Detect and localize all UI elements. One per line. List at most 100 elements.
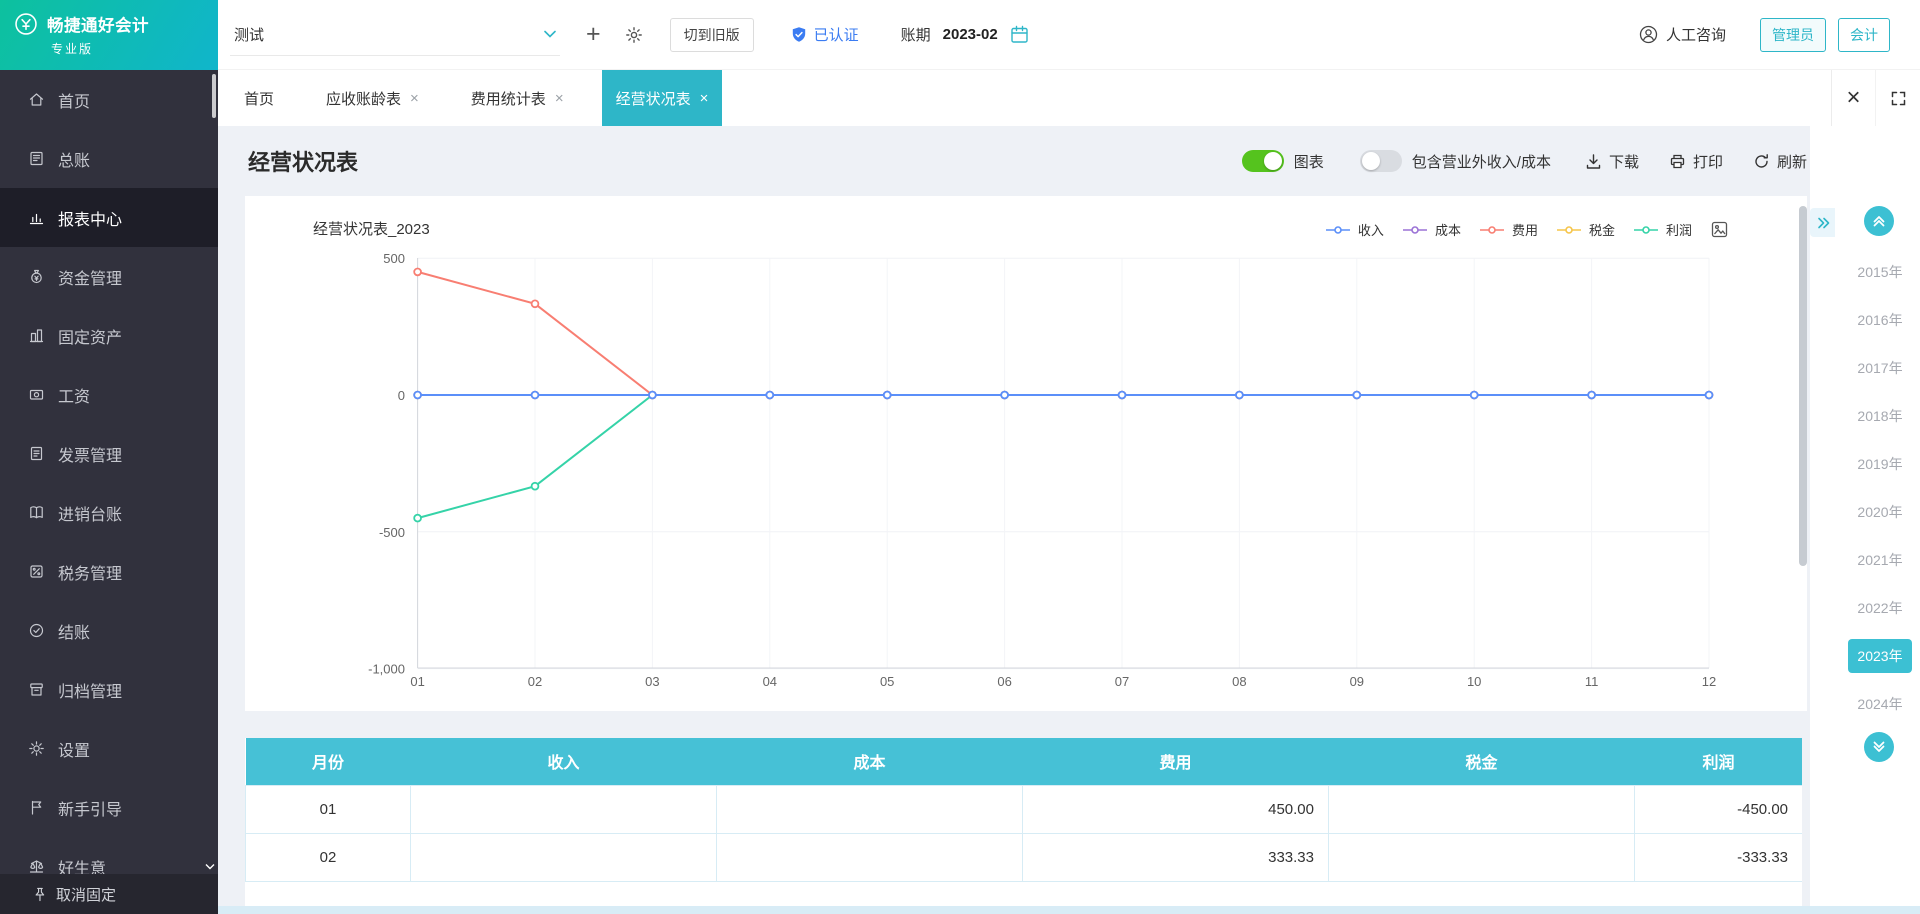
collapse-year-panel-icon[interactable] bbox=[1810, 208, 1835, 237]
svg-text:06: 06 bbox=[997, 674, 1011, 689]
line-chart[interactable]: 500 0 -500 -1,000 01 02 03 04 05 06 07 08 09 10 11 12 bbox=[245, 196, 1807, 711]
unpin-button[interactable]: 取消固定 bbox=[0, 874, 218, 914]
legend-marker-icon bbox=[1633, 225, 1658, 234]
support-person-icon bbox=[1639, 25, 1658, 44]
tab[interactable]: 应收账龄表 × bbox=[312, 70, 433, 126]
data-table-wrap: 月份 收入 成本 费用 税金 利润 01 450.00 -450.00 02 333.33 -333.… bbox=[245, 738, 1802, 914]
support-label: 人工咨询 bbox=[1665, 27, 1726, 44]
add-company-button[interactable]: + bbox=[586, 20, 601, 48]
unpin-label: 取消固定 bbox=[56, 886, 117, 904]
svg-text:05: 05 bbox=[880, 674, 894, 689]
tab[interactable]: 经营状况表 × bbox=[601, 70, 723, 126]
legend-item-成本[interactable]: 成本 bbox=[1402, 220, 1461, 239]
sidebar-item-archive[interactable]: 归档管理 bbox=[0, 660, 218, 719]
sidebar-scrollbar[interactable] bbox=[212, 74, 216, 118]
tax-icon bbox=[28, 563, 45, 580]
year-item[interactable]: 2019年 bbox=[1857, 456, 1903, 472]
print-button[interactable]: 打印 bbox=[1669, 151, 1723, 172]
table-cell bbox=[1328, 784, 1635, 834]
tab[interactable]: 费用统计表 × bbox=[457, 70, 578, 126]
accountant-button[interactable]: 会计 bbox=[1838, 17, 1890, 52]
calendar-icon[interactable] bbox=[1010, 25, 1029, 44]
svg-text:500: 500 bbox=[383, 251, 405, 266]
legend-item-费用[interactable]: 费用 bbox=[1479, 220, 1538, 239]
sidebar-item-settings[interactable]: 设置 bbox=[0, 719, 218, 778]
svg-text:10: 10 bbox=[1467, 674, 1481, 689]
table-cell bbox=[410, 832, 717, 882]
tab-label: 费用统计表 bbox=[470, 90, 546, 108]
year-item[interactable]: 2018年 bbox=[1857, 408, 1903, 424]
sidebar-item-label: 进销台账 bbox=[58, 506, 123, 524]
year-item[interactable]: 2017年 bbox=[1857, 360, 1903, 376]
tab[interactable]: 首页 bbox=[230, 70, 288, 126]
save-image-icon[interactable] bbox=[1710, 220, 1729, 239]
sidebar-item-home[interactable]: 首页 bbox=[0, 70, 218, 129]
sidebar-item-report-center[interactable]: 报表中心 bbox=[0, 188, 218, 247]
legend-item-收入[interactable]: 收入 bbox=[1325, 220, 1384, 239]
chart-legend: 收入 成本 费用 税金 利润 bbox=[1325, 220, 1729, 239]
year-item[interactable]: 2021年 bbox=[1857, 552, 1903, 568]
tabbar: 首页 应收账龄表 × 费用统计表 × 经营状况表 × × bbox=[218, 70, 1920, 126]
year-scroll-down-button[interactable] bbox=[1864, 732, 1894, 762]
home-icon bbox=[28, 91, 45, 108]
table-cell: 02 bbox=[245, 832, 411, 882]
include-nonoperating-toggle[interactable] bbox=[1359, 150, 1402, 172]
sidebar-item-tax[interactable]: 税务管理 bbox=[0, 542, 218, 601]
period-value[interactable]: 2023-02 bbox=[942, 26, 998, 43]
sidebar-item-guide[interactable]: 新手引导 bbox=[0, 778, 218, 837]
certified-label: 已认证 bbox=[813, 27, 859, 44]
year-item[interactable]: 2024年 bbox=[1857, 696, 1903, 712]
sidebar-scroll-down-icon[interactable] bbox=[205, 863, 215, 870]
table-header: 月份 bbox=[245, 738, 411, 785]
year-item[interactable]: 2016年 bbox=[1857, 312, 1903, 328]
support-link[interactable]: 人工咨询 bbox=[1639, 24, 1726, 45]
svg-text:03: 03 bbox=[645, 674, 659, 689]
legend-item-利润[interactable]: 利润 bbox=[1633, 220, 1692, 239]
year-panel: 2015年 2016年 2017年 2018年 2019年 2020年 2021年 2022年… bbox=[1810, 126, 1920, 914]
refresh-button[interactable]: 刷新 bbox=[1753, 151, 1807, 172]
close-tab-icon[interactable]: × bbox=[1832, 70, 1876, 126]
tab-close-icon[interactable]: × bbox=[699, 89, 709, 107]
legend-label: 成本 bbox=[1434, 223, 1461, 238]
content-scrollbar[interactable] bbox=[1799, 206, 1807, 566]
legend-item-税金[interactable]: 税金 bbox=[1556, 220, 1615, 239]
sidebar-item-label: 首页 bbox=[58, 93, 91, 111]
table-header: 利润 bbox=[1634, 738, 1802, 785]
year-scroll-up-button[interactable] bbox=[1864, 206, 1894, 236]
brand-coin-icon bbox=[13, 11, 39, 37]
sidebar-item-salary[interactable]: 工资 bbox=[0, 365, 218, 424]
year-item[interactable]: 2022年 bbox=[1857, 600, 1903, 616]
sidebar-item-purchase-sale[interactable]: 进销台账 bbox=[0, 483, 218, 542]
sidebar-item-haoshengyi[interactable]: 好生意 bbox=[0, 837, 218, 874]
fullscreen-icon[interactable] bbox=[1876, 70, 1920, 126]
year-item[interactable]: 2020年 bbox=[1857, 504, 1903, 520]
year-item[interactable]: 2015年 bbox=[1857, 264, 1903, 280]
sidebar-item-fixed-assets[interactable]: 固定资产 bbox=[0, 306, 218, 365]
tab-close-icon[interactable]: × bbox=[410, 89, 419, 107]
switch-old-version-button[interactable]: 切到旧版 bbox=[669, 17, 754, 52]
sidebar: 畅捷通好会计 专业版 首页 总账 报表中心 资金管理 固定资产 工资 发票管理 进销台账 税务管… bbox=[0, 0, 218, 914]
company-selector[interactable]: 测试 bbox=[230, 14, 560, 56]
horizontal-scrollbar[interactable] bbox=[218, 906, 1920, 914]
sidebar-item-closing[interactable]: 结账 bbox=[0, 601, 218, 660]
table-row: 01 450.00 -450.00 bbox=[245, 784, 1802, 834]
sidebar-item-invoice[interactable]: 发票管理 bbox=[0, 424, 218, 483]
table-cell bbox=[716, 784, 1023, 834]
sidebar-item-general-ledger[interactable]: 总账 bbox=[0, 129, 218, 188]
inventory-icon bbox=[28, 504, 45, 521]
invoice-icon bbox=[28, 445, 45, 462]
chart-toggle[interactable] bbox=[1241, 150, 1284, 172]
gear-icon[interactable] bbox=[625, 26, 643, 44]
legend-label: 利润 bbox=[1665, 223, 1692, 238]
admin-button[interactable]: 管理员 bbox=[1760, 17, 1826, 52]
print-label: 打印 bbox=[1692, 153, 1723, 171]
sidebar-item-label: 税务管理 bbox=[58, 565, 123, 583]
download-button[interactable]: 下载 bbox=[1585, 151, 1639, 172]
funds-icon bbox=[28, 268, 45, 285]
sidebar-item-funds[interactable]: 资金管理 bbox=[0, 247, 218, 306]
sidebar-item-label: 好生意 bbox=[58, 860, 107, 875]
certified-badge[interactable]: 已认证 bbox=[790, 24, 859, 45]
tab-close-icon[interactable]: × bbox=[554, 89, 564, 107]
chart-title: 经营状况表_2023 bbox=[313, 221, 430, 238]
year-item[interactable]: 2023年 bbox=[1848, 639, 1912, 673]
